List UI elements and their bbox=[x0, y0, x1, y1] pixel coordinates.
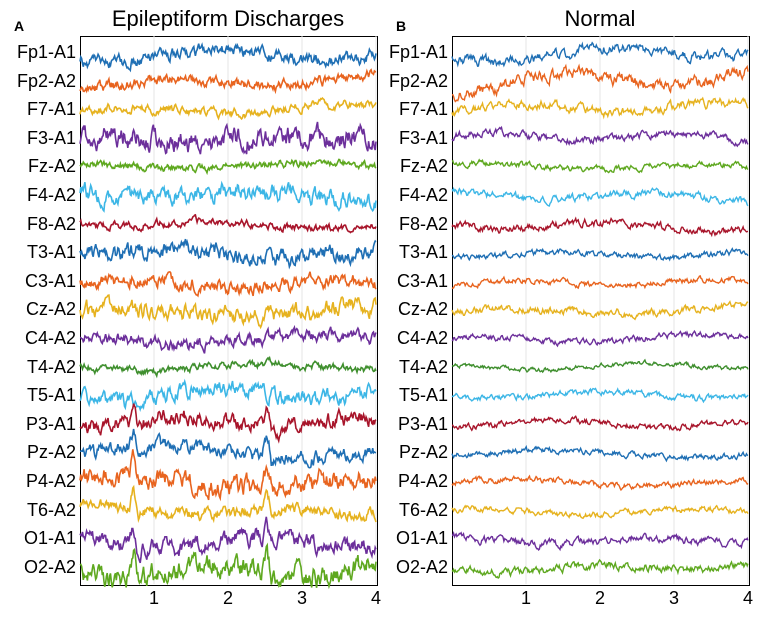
channel-label: P3-A1 bbox=[380, 414, 448, 435]
channel-label: T6-A2 bbox=[8, 500, 76, 521]
channel-label: C3-A1 bbox=[8, 271, 76, 292]
xtick-label: 2 bbox=[595, 588, 605, 609]
channel-label: F7-A1 bbox=[8, 99, 76, 120]
channel-label: F7-A1 bbox=[380, 99, 448, 120]
channel-label: O1-A1 bbox=[8, 528, 76, 549]
channel-label: T3-A1 bbox=[8, 242, 76, 263]
channel-label: Pz-A2 bbox=[380, 442, 448, 463]
channel-label: T4-A2 bbox=[8, 357, 76, 378]
xtick-label: 4 bbox=[743, 588, 753, 609]
xtick-label: 2 bbox=[223, 588, 233, 609]
channel-label: T5-A1 bbox=[8, 385, 76, 406]
channel-label: C4-A2 bbox=[8, 328, 76, 349]
xtick-label: 4 bbox=[371, 588, 381, 609]
eeg-figure: A B Epileptiform Discharges Normal Fp1-A… bbox=[0, 0, 768, 623]
channel-label: O1-A1 bbox=[380, 528, 448, 549]
channel-label: P3-A1 bbox=[8, 414, 76, 435]
channel-label: Cz-A2 bbox=[380, 299, 448, 320]
channel-label: Fp2-A2 bbox=[8, 71, 76, 92]
channel-label: Fp2-A2 bbox=[380, 71, 448, 92]
channel-label: F8-A2 bbox=[8, 214, 76, 235]
channel-label: P4-A2 bbox=[8, 471, 76, 492]
xtick-label: 1 bbox=[521, 588, 531, 609]
channel-label: T4-A2 bbox=[380, 357, 448, 378]
channel-label: C3-A1 bbox=[380, 271, 448, 292]
channel-label: T6-A2 bbox=[380, 500, 448, 521]
xtick-label: 3 bbox=[297, 588, 307, 609]
channel-label: Fp1-A1 bbox=[380, 42, 448, 63]
channel-label: F3-A1 bbox=[8, 128, 76, 149]
xtick-label: 1 bbox=[149, 588, 159, 609]
channel-label: C4-A2 bbox=[380, 328, 448, 349]
channel-label: Cz-A2 bbox=[8, 299, 76, 320]
channel-label: F4-A2 bbox=[380, 185, 448, 206]
channel-label: P4-A2 bbox=[380, 471, 448, 492]
channel-label: O2-A2 bbox=[380, 557, 448, 578]
channel-label: F8-A2 bbox=[380, 214, 448, 235]
channel-label: F3-A1 bbox=[380, 128, 448, 149]
channel-label: Fp1-A1 bbox=[8, 42, 76, 63]
xtick-label: 3 bbox=[669, 588, 679, 609]
channel-label: F4-A2 bbox=[8, 185, 76, 206]
channel-label: Pz-A2 bbox=[8, 442, 76, 463]
channel-label: Fz-A2 bbox=[8, 156, 76, 177]
channel-label: T5-A1 bbox=[380, 385, 448, 406]
channel-label: T3-A1 bbox=[380, 242, 448, 263]
channel-label: O2-A2 bbox=[8, 557, 76, 578]
channel-label: Fz-A2 bbox=[380, 156, 448, 177]
